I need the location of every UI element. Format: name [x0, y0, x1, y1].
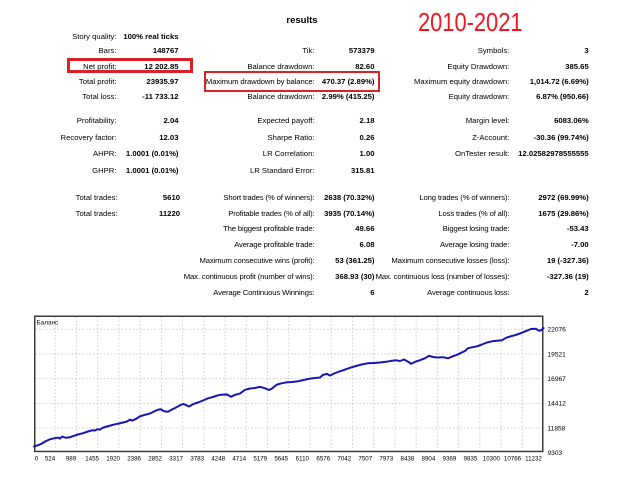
svg-text:4248: 4248 [211, 456, 225, 463]
svg-text:16967: 16967 [548, 376, 567, 383]
svg-text:524: 524 [45, 456, 56, 463]
svg-text:19521: 19521 [548, 351, 567, 358]
svg-text:7507: 7507 [358, 456, 372, 463]
svg-text:11232: 11232 [525, 456, 542, 463]
svg-text:7973: 7973 [379, 456, 393, 463]
svg-text:8438: 8438 [401, 456, 415, 463]
svg-text:3317: 3317 [169, 456, 183, 463]
svg-text:3783: 3783 [190, 456, 204, 463]
svg-text:0: 0 [35, 456, 39, 463]
svg-text:9369: 9369 [443, 456, 457, 463]
svg-text:6576: 6576 [316, 456, 330, 463]
svg-text:5645: 5645 [274, 456, 288, 463]
svg-text:10766: 10766 [504, 456, 522, 463]
svg-text:14412: 14412 [548, 401, 567, 408]
svg-text:10300: 10300 [483, 456, 501, 463]
svg-text:7042: 7042 [337, 456, 351, 463]
svg-text:Баланс: Баланс [37, 320, 60, 327]
svg-text:6110: 6110 [296, 456, 310, 463]
svg-text:2386: 2386 [127, 456, 141, 463]
svg-text:9835: 9835 [464, 456, 478, 463]
svg-text:1920: 1920 [106, 456, 120, 463]
svg-text:989: 989 [66, 456, 77, 463]
svg-text:4714: 4714 [232, 456, 246, 463]
svg-text:5179: 5179 [253, 456, 267, 463]
svg-text:1455: 1455 [85, 456, 99, 463]
svg-text:9303: 9303 [548, 450, 563, 457]
svg-text:8904: 8904 [422, 456, 436, 463]
svg-text:22076: 22076 [548, 327, 567, 334]
svg-text:2852: 2852 [148, 456, 162, 463]
svg-text:11858: 11858 [548, 425, 566, 432]
